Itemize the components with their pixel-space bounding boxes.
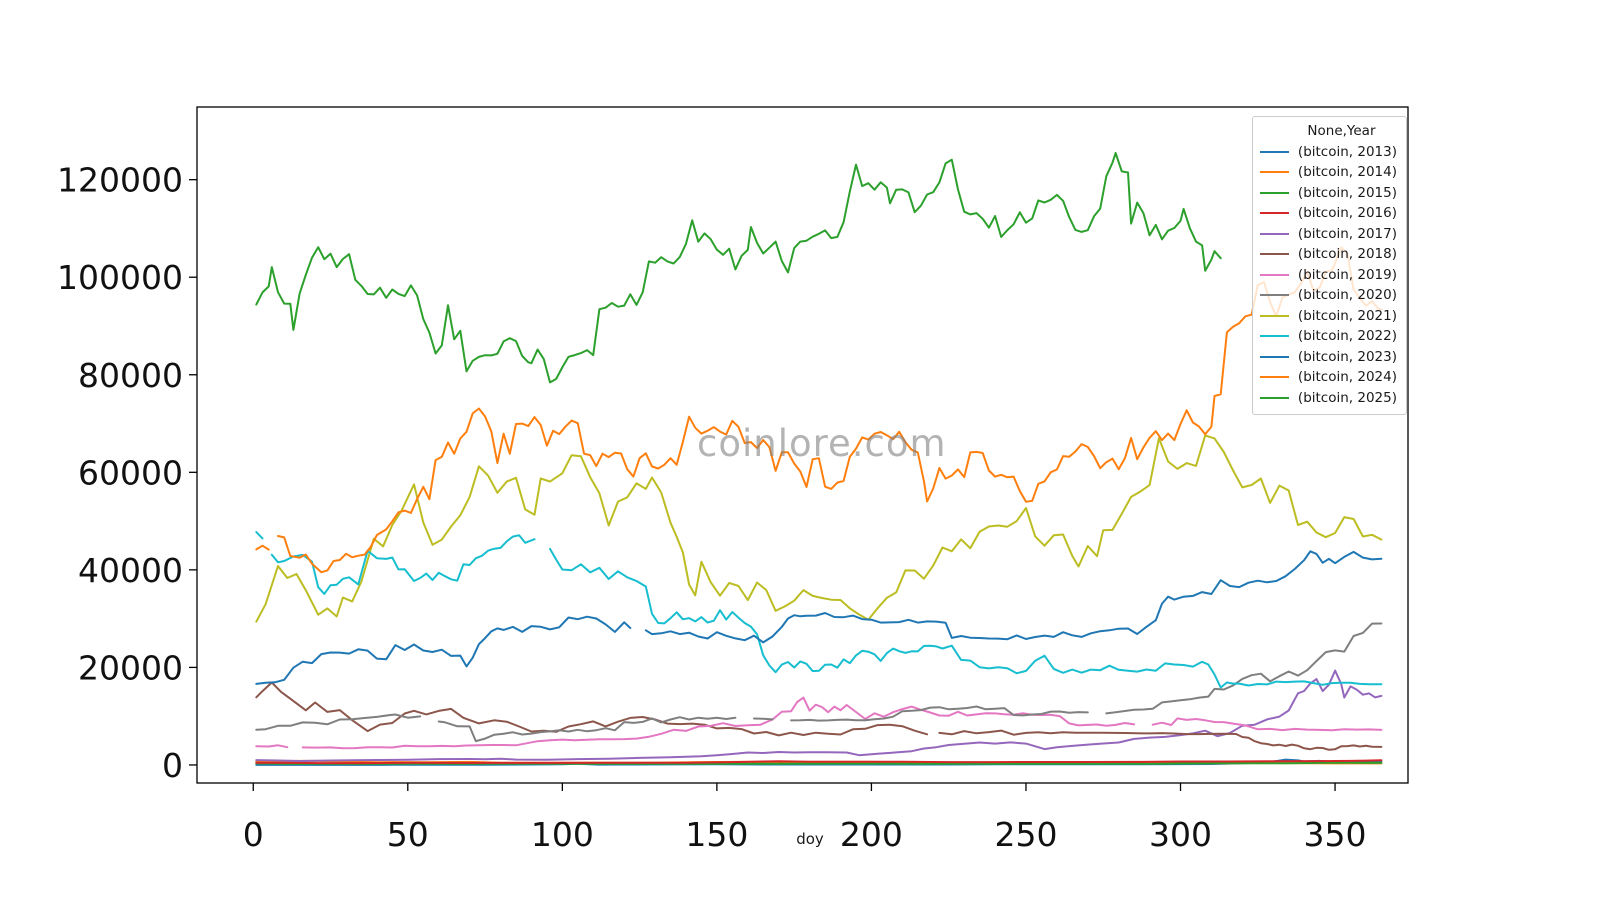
y-tick-label: 20000	[78, 648, 183, 687]
series-line-2018	[255, 681, 1383, 751]
series-line-2023	[255, 550, 1383, 685]
legend-item-2018: (bitcoin, 2018)	[1259, 244, 1397, 265]
legend-line-sample	[1259, 314, 1289, 317]
legend-item-label: (bitcoin, 2014)	[1297, 164, 1397, 180]
legend-items: (bitcoin, 2013) (bitcoin, 2014) (bitcoin, …	[1259, 142, 1397, 409]
x-tick-label: 50	[387, 815, 429, 854]
legend-item-2019: (bitcoin, 2019)	[1259, 265, 1397, 286]
legend: None,Year (bitcoin, 2013) (bitcoin, 2014)…	[1251, 116, 1407, 415]
watermark: coinlore.com	[697, 422, 947, 465]
legend-item-2014: (bitcoin, 2014)	[1259, 162, 1397, 183]
legend-item-label: (bitcoin, 2020)	[1297, 287, 1397, 303]
x-tick-label: 100	[531, 815, 594, 854]
series-line-2017	[255, 669, 1383, 762]
legend-line-sample	[1259, 376, 1289, 379]
legend-item-2022: (bitcoin, 2022)	[1259, 326, 1397, 347]
legend-line-sample	[1259, 150, 1289, 153]
legend-item-2015: (bitcoin, 2015)	[1259, 183, 1397, 204]
y-tick-label: 0	[162, 746, 183, 785]
legend-item-2016: (bitcoin, 2016)	[1259, 203, 1397, 224]
legend-item-label: (bitcoin, 2021)	[1297, 307, 1397, 324]
y-tick-label: 80000	[78, 356, 183, 395]
legend-line-sample	[1259, 273, 1289, 276]
series-line-2022	[255, 531, 1383, 689]
legend-item-label: (bitcoin, 2024)	[1297, 369, 1397, 385]
legend-line-sample	[1259, 355, 1289, 358]
legend-item-label: (bitcoin, 2019)	[1297, 266, 1397, 283]
series-line-2025	[255, 152, 1222, 384]
x-tick-label: 250	[994, 815, 1057, 854]
y-tick-label: 120000	[57, 161, 183, 200]
legend-item-label: (bitcoin, 2018)	[1297, 246, 1397, 262]
legend-line-sample	[1259, 294, 1289, 297]
legend-item-label: (bitcoin, 2017)	[1297, 225, 1397, 242]
legend-item-label: (bitcoin, 2023)	[1297, 348, 1397, 365]
legend-item-label: (bitcoin, 2016)	[1297, 205, 1397, 221]
legend-line-sample	[1259, 335, 1289, 338]
series-line-2020	[255, 622, 1383, 743]
x-tick-label: 150	[685, 815, 748, 854]
legend-item-2024: (bitcoin, 2024)	[1259, 367, 1397, 388]
x-axis-label: doy	[796, 830, 824, 848]
legend-line-sample	[1259, 253, 1289, 256]
legend-item-2023: (bitcoin, 2023)	[1259, 347, 1397, 368]
legend-line-sample	[1259, 232, 1289, 235]
legend-item-2020: (bitcoin, 2020)	[1259, 285, 1397, 306]
legend-item-2013: (bitcoin, 2013)	[1259, 142, 1397, 163]
x-tick-label: 0	[243, 815, 264, 854]
plot-border	[196, 106, 1409, 784]
legend-line-sample	[1259, 171, 1289, 174]
legend-line-sample	[1259, 191, 1289, 194]
legend-item-label: (bitcoin, 2022)	[1297, 328, 1397, 344]
legend-item-label: (bitcoin, 2025)	[1297, 389, 1397, 406]
legend-item-2021: (bitcoin, 2021)	[1259, 306, 1397, 327]
x-tick-label: 350	[1304, 815, 1367, 854]
x-tick-label: 300	[1149, 815, 1212, 854]
legend-item-label: (bitcoin, 2013)	[1297, 143, 1397, 160]
series-line-2021	[255, 434, 1383, 623]
y-tick-label: 40000	[78, 551, 183, 590]
legend-item-2017: (bitcoin, 2017)	[1259, 224, 1397, 245]
y-tick-label: 100000	[57, 258, 183, 297]
legend-line-sample	[1259, 212, 1289, 215]
legend-title: None,Year	[1307, 123, 1376, 139]
legend-item-label: (bitcoin, 2015)	[1297, 184, 1397, 201]
series-line-2016	[255, 759, 1383, 765]
series-line-2024	[255, 246, 1383, 574]
x-tick-label: 200	[840, 815, 903, 854]
series-line-2019	[255, 696, 1383, 750]
legend-line-sample	[1259, 396, 1289, 399]
y-tick-label: 60000	[78, 453, 183, 492]
legend-item-2025: (bitcoin, 2025)	[1259, 388, 1397, 409]
